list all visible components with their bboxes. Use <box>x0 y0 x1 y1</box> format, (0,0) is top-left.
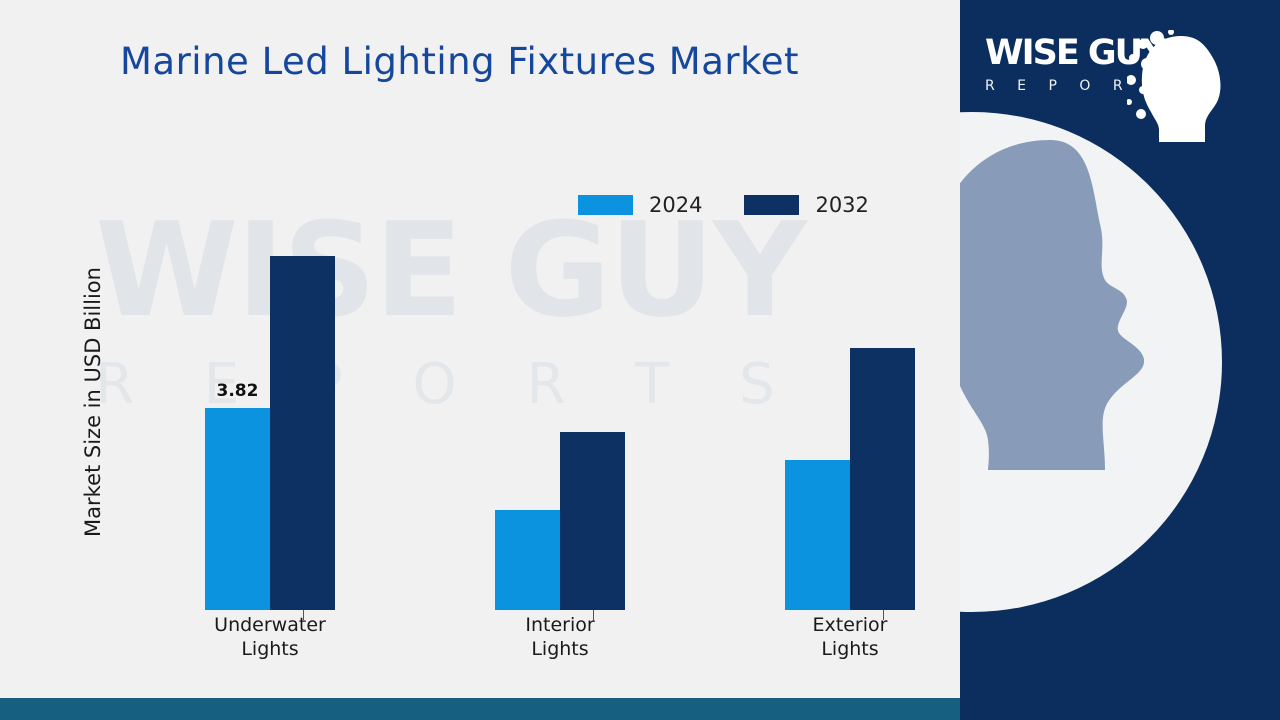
bar-2024-underwater-lights[interactable]: 3.82 <box>205 381 270 610</box>
bar-group-2: Exterior Lights <box>735 230 965 660</box>
legend-label-2024: 2024 <box>649 193 703 217</box>
axis-tick <box>882 610 884 620</box>
bar-group-0: 3.82 Underwater Lights <box>155 230 385 660</box>
bar-group-1: Interior Lights <box>445 230 675 660</box>
category-line-1: Interior <box>525 614 595 636</box>
category-label-underwater-lights: Underwater Lights <box>155 614 385 662</box>
category-label-exterior-lights: Exterior Lights <box>735 614 965 662</box>
legend-swatch-2032 <box>744 195 800 215</box>
bar-value-label: 3.82 <box>216 381 259 402</box>
axis-tick <box>592 610 594 620</box>
legend-item-2024[interactable]: 2024 <box>578 193 702 217</box>
category-line-2: Lights <box>821 637 879 660</box>
logo-head-icon <box>1127 30 1221 142</box>
bar-2032-underwater-lights[interactable] <box>270 255 335 620</box>
brand-logo: WISE GUY R E P O R T S <box>985 30 1221 142</box>
brand-panel <box>960 0 1280 720</box>
logo-primary-text: WISE GUY <box>985 33 1166 73</box>
bar-2024-exterior-lights[interactable] <box>785 460 850 610</box>
legend-item-2032[interactable]: 2032 <box>744 193 869 217</box>
page-title: Marine Led Lighting Fixtures Market <box>120 40 799 83</box>
axis-tick <box>302 610 304 620</box>
category-line-2: Lights <box>241 637 299 660</box>
head-silhouette-icon <box>960 140 1145 470</box>
bar-2024-interior-lights[interactable] <box>495 510 560 610</box>
bottom-accent-bar <box>0 698 960 720</box>
molecule-dots-decoration <box>960 130 1040 600</box>
legend-label-2032: 2032 <box>815 193 869 217</box>
bar-2032-exterior-lights[interactable] <box>850 347 915 620</box>
category-line-2: Lights <box>531 637 589 660</box>
legend-swatch-2024 <box>578 195 633 215</box>
category-label-interior-lights: Interior Lights <box>445 614 675 662</box>
category-line-1: Exterior <box>812 614 888 636</box>
bar-2032-interior-lights[interactable] <box>560 432 625 620</box>
category-line-1: Underwater <box>214 614 326 636</box>
y-axis-title: Market Size in USD Billion <box>81 267 105 537</box>
chart-legend: 2024 2032 <box>578 193 869 217</box>
plot-area: 3.82 Underwater Lights Interior Lights <box>110 230 950 660</box>
